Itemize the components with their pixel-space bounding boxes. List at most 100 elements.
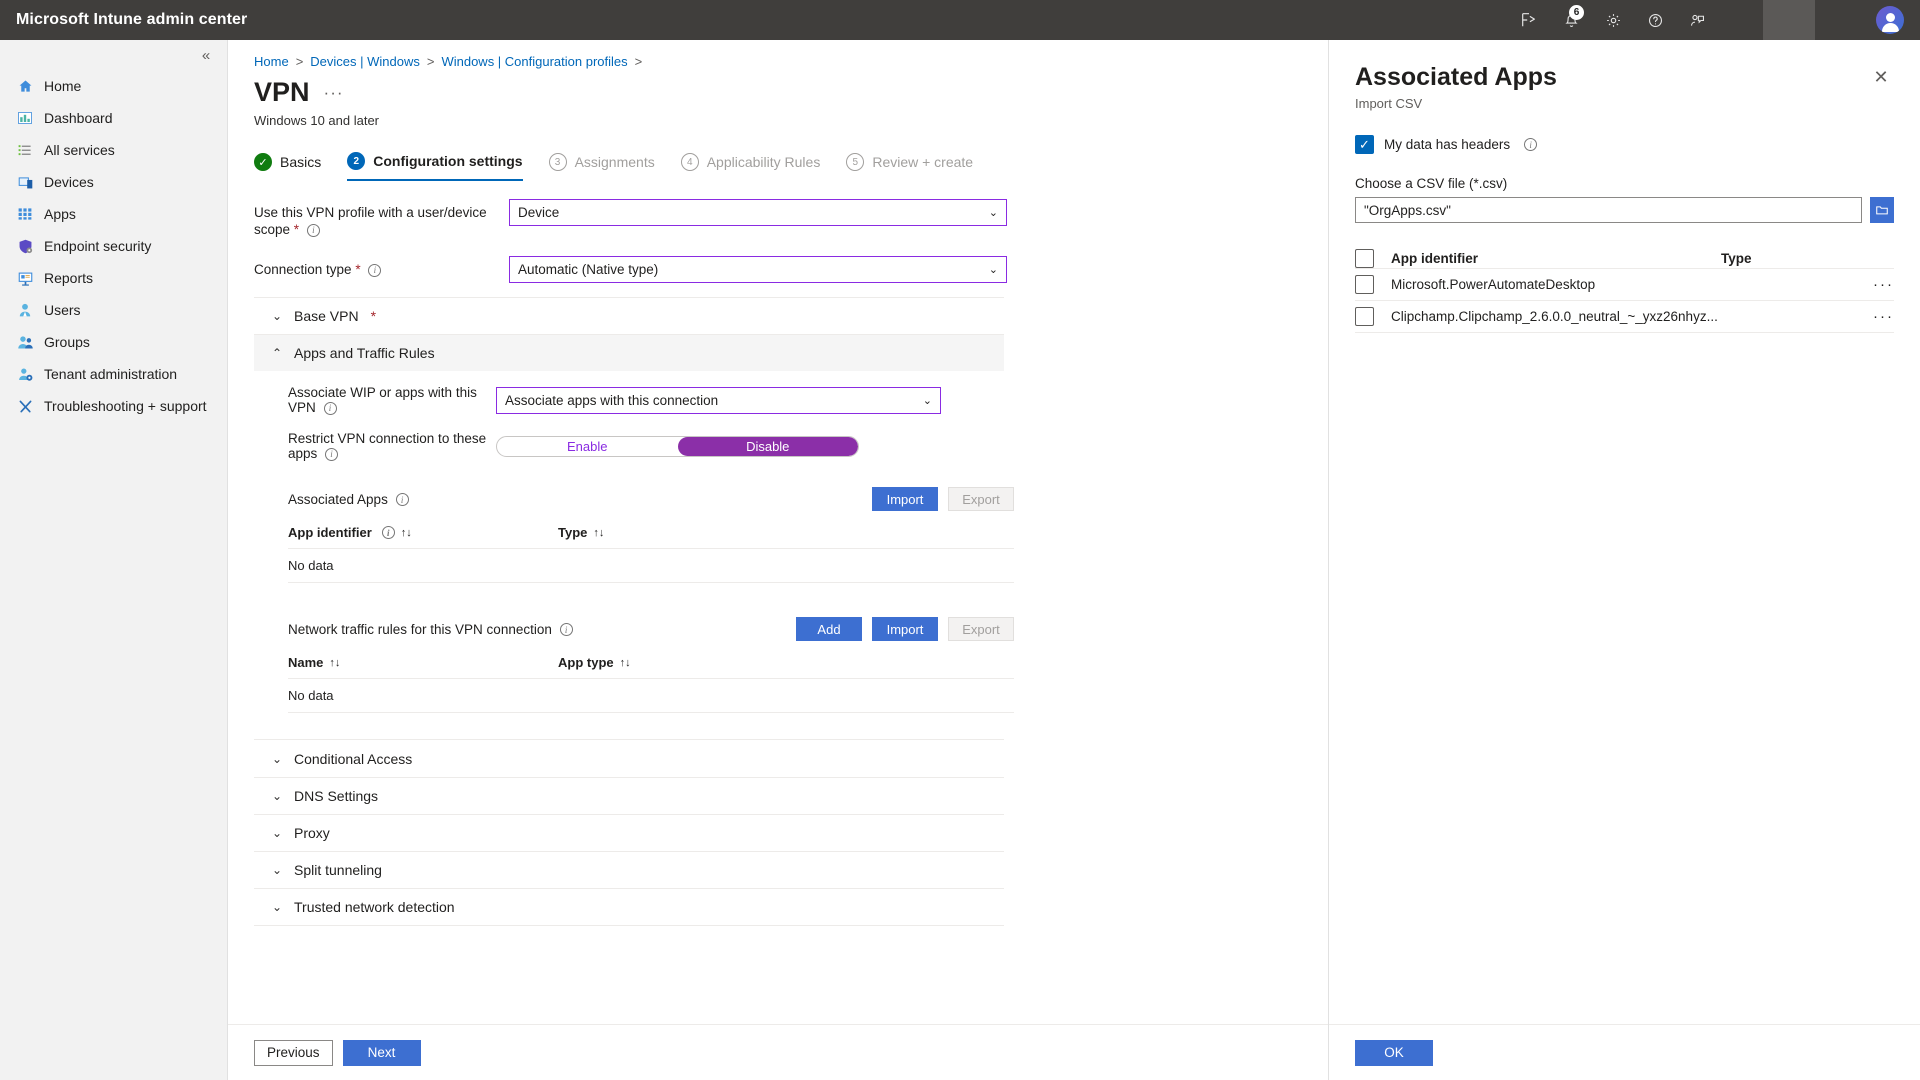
sidebar-item-reports[interactable]: Reports [0, 262, 227, 294]
next-button[interactable]: Next [342, 1039, 421, 1066]
chevron-down-icon: ⌄ [272, 826, 283, 840]
restrict-vpn-label: Restrict VPN connection to these apps i [288, 431, 496, 461]
tab-review-create[interactable]: 5 Review + create [846, 153, 973, 180]
cloud-shell-icon[interactable] [1508, 0, 1550, 40]
connection-type-select[interactable]: Automatic (Native type) ⌄ [509, 256, 1007, 283]
my-data-has-headers-checkbox[interactable]: ✓ [1355, 135, 1374, 155]
sort-icon[interactable]: ↑↓ [400, 526, 412, 539]
section-proxy[interactable]: ⌄ Proxy [254, 814, 1004, 851]
sidebar-item-devices[interactable]: Devices [0, 166, 227, 198]
panel-header: Associated Apps ✕ [1329, 40, 1920, 91]
info-icon[interactable]: i [368, 263, 382, 277]
feedback-icon[interactable] [1676, 0, 1718, 40]
chevron-down-icon: ⌄ [988, 207, 998, 219]
info-icon[interactable]: i [559, 623, 573, 637]
sidebar-item-tenant-administration[interactable]: Tenant administration [0, 358, 227, 390]
page-more-menu-icon[interactable]: ··· [323, 83, 344, 102]
notifications-icon[interactable]: 6 [1550, 0, 1592, 40]
devices-icon [16, 173, 34, 191]
section-dns-settings[interactable]: ⌄ DNS Settings [254, 777, 1004, 814]
configuration-form: Use this VPN profile with a user/device … [228, 181, 1028, 926]
chevron-down-icon: ⌄ [922, 394, 932, 407]
info-icon[interactable]: i [323, 401, 337, 415]
sidebar-item-endpoint-security[interactable]: Endpoint security [0, 230, 227, 262]
info-icon[interactable]: i [325, 447, 339, 461]
tab-assignments[interactable]: 3 Assignments [548, 153, 655, 180]
associated-apps-import-button[interactable]: Import [872, 487, 938, 511]
section-conditional-access[interactable]: ⌄ Conditional Access [254, 740, 1004, 777]
info-icon[interactable]: i [306, 223, 320, 237]
close-icon[interactable]: ✕ [1873, 66, 1889, 87]
sidebar-item-troubleshooting-support[interactable]: Troubleshooting + support [0, 390, 227, 422]
required-asterisk: * [293, 222, 300, 237]
section-apps-and-traffic-rules[interactable]: ⌃ Apps and Traffic Rules [254, 334, 1004, 371]
sidebar-item-groups[interactable]: Groups [0, 326, 227, 358]
column-name[interactable]: Name ↑↓ [288, 655, 558, 670]
settings-gear-icon[interactable] [1592, 0, 1634, 40]
section-split-tunneling[interactable]: ⌄ Split tunneling [254, 851, 1004, 888]
sort-icon[interactable]: ↑↓ [619, 656, 631, 669]
column-app-type[interactable]: App type ↑↓ [558, 655, 631, 670]
row-checkbox[interactable] [1355, 275, 1374, 295]
list-item[interactable]: Microsoft.PowerAutomateDesktop ··· [1355, 268, 1894, 300]
sidebar-item-all-services[interactable]: All services [0, 134, 227, 166]
collapse-sidebar-icon[interactable]: « [201, 46, 211, 64]
associate-wip-row: Associate WIP or apps with this VPN i As… [288, 385, 1014, 415]
sidebar-nav: Home Dashboard All services Devices [0, 70, 227, 422]
column-type[interactable]: Type ↑↓ [558, 525, 604, 540]
breadcrumb-item-configuration-profiles[interactable]: Windows | Configuration profiles [441, 54, 628, 69]
section-title: Base VPN [294, 308, 359, 324]
associate-wip-select[interactable]: Associate apps with this connection ⌄ [496, 386, 941, 414]
row-checkbox[interactable] [1355, 307, 1374, 327]
info-icon[interactable]: i [381, 526, 395, 539]
toggle-option-disable[interactable]: Disable [677, 436, 858, 456]
breadcrumb-separator: > [426, 54, 435, 69]
sort-icon[interactable]: ↑↓ [329, 656, 341, 669]
my-data-has-headers-row[interactable]: ✓ My data has headers i [1355, 135, 1894, 155]
apps-traffic-rules-body: Associate WIP or apps with this VPN i As… [254, 385, 1014, 713]
toggle-option-enable[interactable]: Enable [567, 438, 608, 454]
csv-file-input[interactable]: "OrgApps.csv" [1355, 197, 1862, 224]
sidebar-item-home[interactable]: Home [0, 70, 227, 102]
folder-icon[interactable] [1870, 197, 1894, 224]
column-app-identifier[interactable]: App identifier i ↑↓ [288, 525, 558, 540]
row-more-menu-icon[interactable]: ··· [1873, 276, 1894, 294]
step-number: 2 [347, 152, 366, 170]
sidebar-item-apps[interactable]: Apps [0, 198, 227, 230]
info-icon[interactable]: i [1524, 138, 1538, 152]
section-trusted-network-detection[interactable]: ⌄ Trusted network detection [254, 888, 1004, 925]
associate-wip-label-text: Associate WIP or apps with this VPN [288, 385, 477, 415]
ok-button[interactable]: OK [1355, 1039, 1433, 1066]
traffic-rules-import-button[interactable]: Import [872, 617, 938, 641]
restrict-vpn-row: Restrict VPN connection to these apps i … [288, 431, 1014, 461]
sidebar-item-label: Endpoint security [44, 238, 152, 254]
associated-apps-actions: Import Export [872, 487, 1014, 511]
avatar[interactable] [1860, 6, 1920, 34]
table-divider [288, 712, 1014, 713]
sort-icon[interactable]: ↑↓ [593, 526, 605, 539]
scope-select[interactable]: Device ⌄ [509, 199, 1007, 226]
breadcrumb-item-home[interactable]: Home [254, 54, 289, 69]
tab-basics[interactable]: ✓ Basics [254, 153, 321, 180]
step-number: 3 [548, 153, 567, 171]
restrict-vpn-toggle[interactable]: Enable Disable [496, 435, 859, 457]
row-more-menu-icon[interactable]: ··· [1873, 308, 1894, 326]
sidebar-item-dashboard[interactable]: Dashboard [0, 102, 227, 134]
sidebar-item-label: Troubleshooting + support [44, 398, 207, 414]
traffic-rules-add-button[interactable]: Add [796, 617, 862, 641]
help-icon[interactable] [1634, 0, 1676, 40]
list-item[interactable]: Clipchamp.Clipchamp_2.6.0.0_neutral_~_yx… [1355, 300, 1894, 332]
tab-applicability-rules[interactable]: 4 Applicability Rules [680, 153, 820, 180]
traffic-rules-actions: Add Import Export [796, 617, 1014, 641]
sidebar-item-label: Home [44, 78, 82, 94]
chevron-up-icon: ⌃ [272, 346, 283, 360]
sidebar-item-users[interactable]: Users [0, 294, 227, 326]
info-icon[interactable]: i [395, 493, 409, 507]
breadcrumb-item-devices-windows[interactable]: Devices | Windows [310, 54, 420, 69]
select-all-checkbox[interactable] [1355, 249, 1374, 269]
tab-configuration-settings[interactable]: 2 Configuration settings [347, 152, 523, 181]
section-base-vpn[interactable]: ⌄ Base VPN * [254, 297, 1004, 334]
section-title: Proxy [294, 825, 330, 841]
tab-label: Basics [280, 154, 322, 170]
previous-button[interactable]: Previous [254, 1039, 333, 1066]
